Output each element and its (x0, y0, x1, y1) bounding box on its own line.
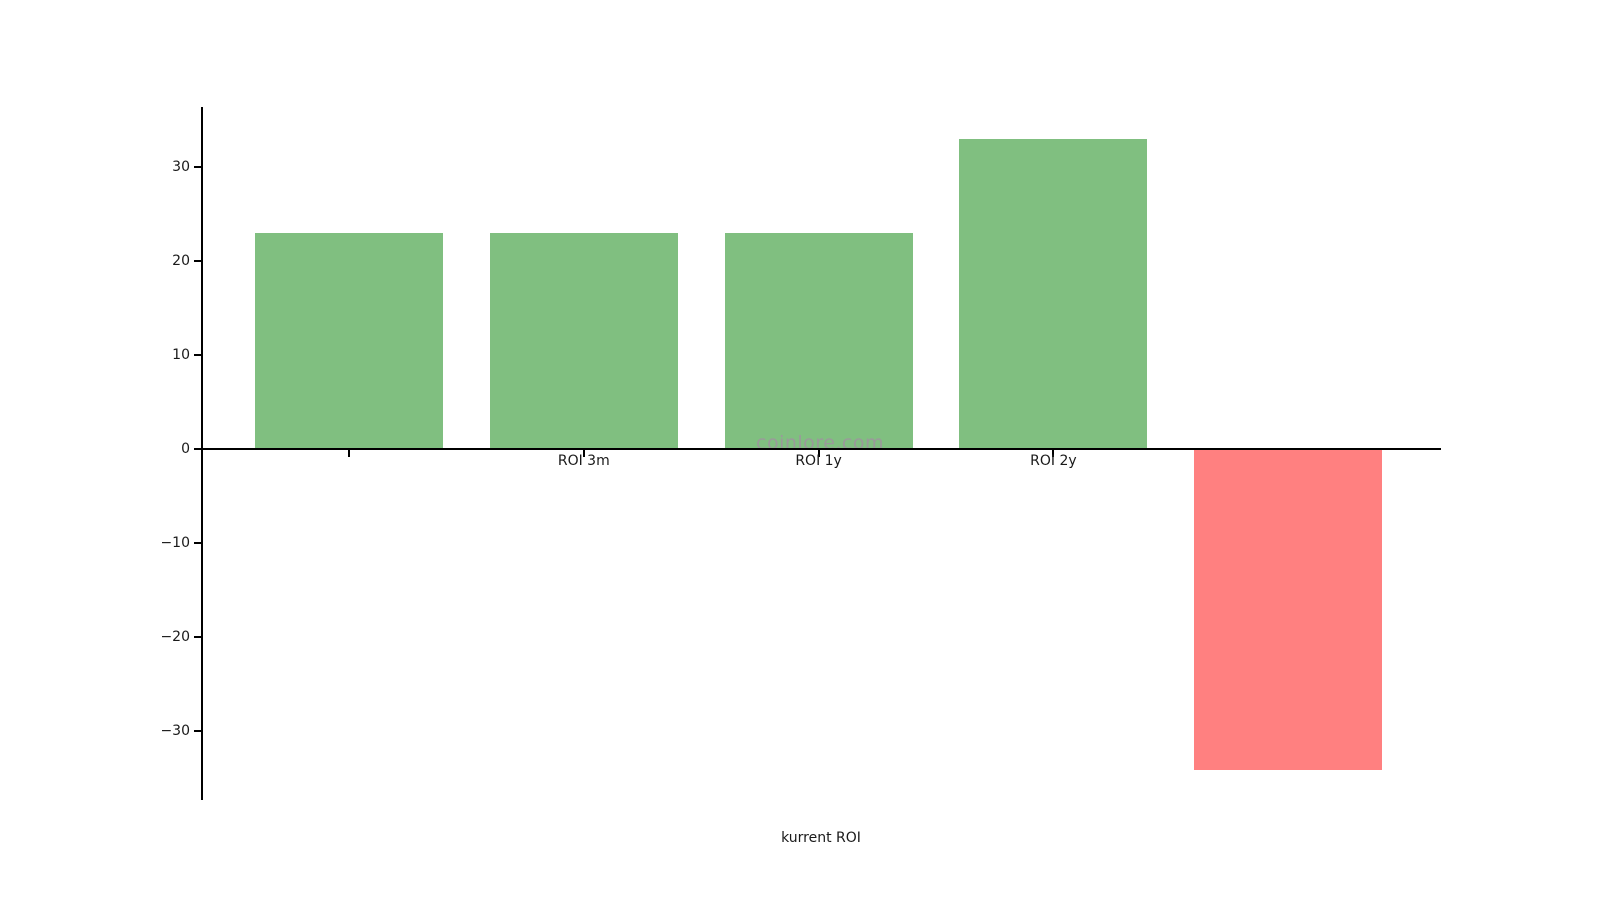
y-tick-mark-20 (194, 260, 201, 262)
y-tick-label-10: 10 (172, 347, 190, 363)
y-axis-line (201, 107, 203, 800)
y-tick-mark-30 (194, 166, 201, 168)
y-tick-mark-10 (194, 354, 201, 356)
bar-series-0 (255, 232, 443, 449)
y-tick-label-0: 0 (181, 441, 190, 457)
bar-series-4 (1194, 450, 1383, 770)
y-tick-mark-minus-20 (194, 636, 201, 638)
x-tick-mark-roi-3m (582, 449, 585, 457)
x-tick-label-roi-3m: ROI 3m (557, 453, 610, 469)
x-tick-mark-roi-1y (817, 449, 820, 457)
x-tick-label-roi-1y: ROI 1y (795, 453, 842, 469)
bar-roi-1y (724, 232, 913, 449)
x-tick-mark-roi-2y (1052, 449, 1055, 457)
x-tick-label-roi-2y: ROI 2y (1030, 453, 1077, 469)
y-tick-label-minus-10: −10 (160, 535, 190, 551)
bar-roi-2y (959, 138, 1148, 449)
x-tick-mark-0 (348, 449, 350, 457)
bar-roi-3m (489, 232, 678, 449)
x-axis-title: kurrent ROI (781, 830, 861, 846)
y-tick-label-30: 30 (172, 159, 190, 175)
x-axis-line (201, 448, 1441, 450)
y-tick-label-minus-20: −20 (160, 629, 190, 645)
coinlore-watermark: coinlore.com (756, 432, 884, 454)
y-tick-mark-0 (194, 448, 201, 450)
y-tick-mark-minus-10 (194, 542, 201, 544)
y-tick-mark-minus-30 (194, 730, 201, 732)
y-tick-label-20: 20 (172, 253, 190, 269)
y-tick-label-minus-30: −30 (160, 723, 190, 739)
